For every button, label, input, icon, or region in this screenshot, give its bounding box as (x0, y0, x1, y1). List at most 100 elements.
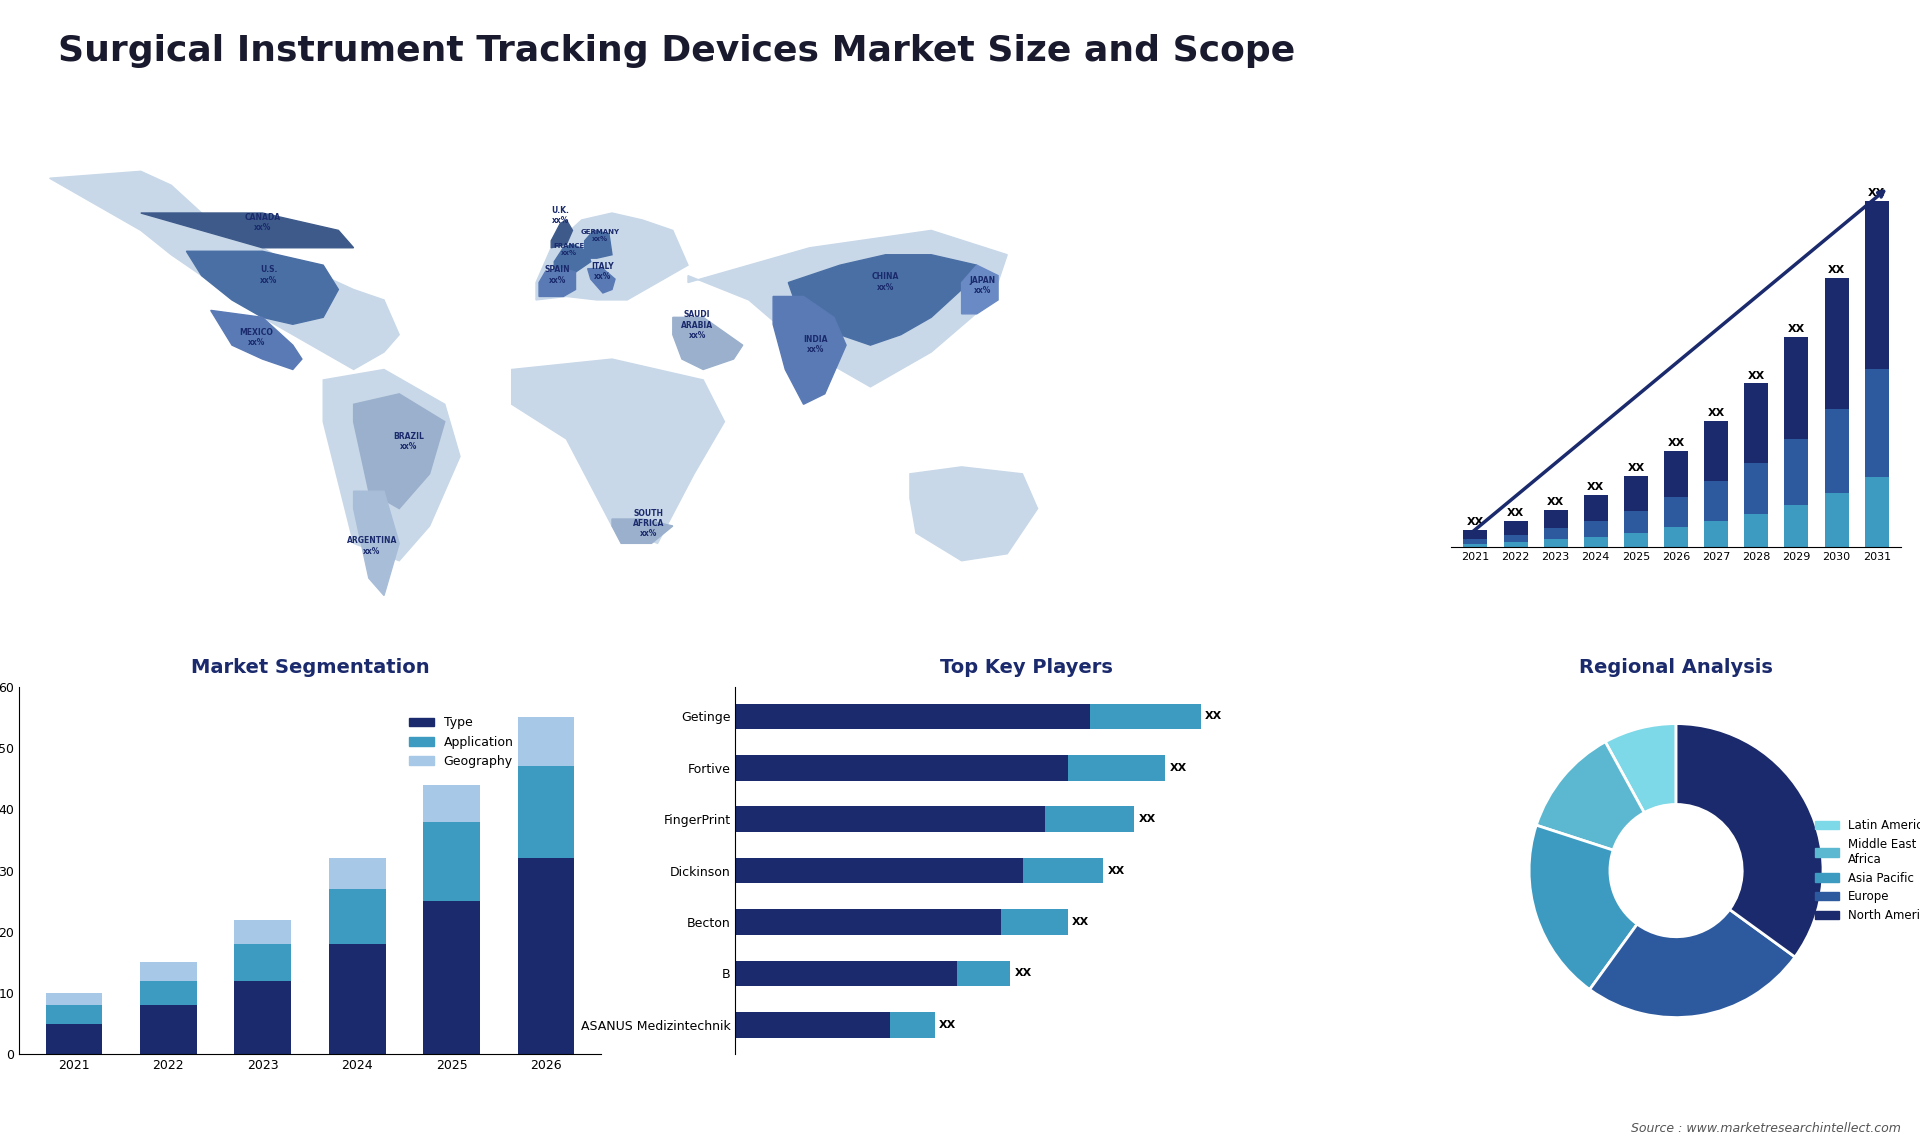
Polygon shape (50, 171, 399, 369)
Bar (422, 901, 480, 1054)
Bar (1743, 515, 1768, 547)
Title: Top Key Players: Top Key Players (939, 658, 1112, 677)
Bar (1665, 450, 1688, 497)
Text: SAUDI
ARABIA
xx%: SAUDI ARABIA xx% (682, 311, 712, 340)
Text: XX: XX (1707, 408, 1724, 418)
Polygon shape (687, 230, 1008, 387)
Text: BRAZIL
xx%: BRAZIL xx% (394, 432, 424, 452)
Text: INDIA
xx%: INDIA xx% (803, 335, 828, 354)
Wedge shape (1605, 723, 1676, 813)
Bar (735, 807, 1046, 832)
Bar (1068, 755, 1165, 780)
Bar (1784, 505, 1809, 547)
Bar (1046, 807, 1135, 832)
Legend: Type, Application, Geography: Type, Application, Geography (403, 712, 518, 774)
Text: XX: XX (1014, 968, 1031, 979)
Polygon shape (511, 359, 724, 543)
Text: XX: XX (1108, 865, 1125, 876)
Bar (234, 981, 292, 1054)
Wedge shape (1528, 825, 1638, 989)
Bar (518, 717, 574, 767)
Polygon shape (672, 317, 743, 369)
Text: SOUTH
AFRICA
xx%: SOUTH AFRICA xx% (634, 509, 664, 539)
Text: XX: XX (1467, 517, 1484, 527)
Bar (735, 909, 1000, 935)
Bar (1503, 542, 1528, 547)
Text: SPAIN
xx%: SPAIN xx% (545, 265, 570, 284)
Text: XX: XX (1507, 508, 1524, 518)
Bar (518, 767, 574, 858)
Bar (1544, 510, 1569, 528)
Text: XX: XX (1071, 917, 1089, 927)
Bar (422, 785, 480, 822)
Bar (735, 1012, 891, 1037)
Bar (328, 944, 386, 1054)
Bar (1463, 531, 1488, 540)
Bar (140, 1005, 196, 1054)
Bar (1463, 540, 1488, 544)
Polygon shape (555, 244, 591, 272)
Bar (1463, 544, 1488, 547)
Polygon shape (323, 369, 461, 560)
Polygon shape (536, 213, 687, 300)
Bar (1864, 201, 1889, 369)
Bar (422, 822, 480, 901)
Bar (735, 857, 1023, 884)
Text: CANADA
xx%: CANADA xx% (244, 213, 280, 233)
Bar (1824, 409, 1849, 493)
Bar (1584, 536, 1607, 547)
Polygon shape (186, 251, 338, 324)
Polygon shape (962, 265, 998, 314)
Text: U.S.
xx%: U.S. xx% (259, 265, 276, 284)
Text: ITALY
xx%: ITALY xx% (591, 261, 614, 281)
Text: XX: XX (1139, 814, 1156, 824)
Polygon shape (774, 297, 847, 405)
Text: XX: XX (1747, 370, 1764, 380)
Bar (328, 858, 386, 889)
Bar (1023, 857, 1104, 884)
Text: XX: XX (1788, 324, 1805, 333)
Title: Market Segmentation: Market Segmentation (190, 658, 430, 677)
Text: XX: XX (1206, 712, 1223, 722)
Text: U.K.
xx%: U.K. xx% (551, 206, 568, 226)
Bar (518, 858, 574, 1054)
Text: MEXICO
xx%: MEXICO xx% (240, 328, 273, 347)
Bar (1624, 476, 1647, 511)
Bar (140, 981, 196, 1005)
Bar (1665, 527, 1688, 547)
Bar (735, 755, 1068, 780)
Text: XX: XX (1588, 481, 1605, 492)
Bar (891, 1012, 935, 1037)
Bar (1544, 540, 1569, 547)
Bar (1624, 533, 1647, 547)
Bar (735, 960, 956, 987)
Bar (1824, 493, 1849, 547)
Text: XX: XX (1628, 463, 1645, 473)
Title: Regional Analysis: Regional Analysis (1578, 658, 1772, 677)
Bar (1705, 520, 1728, 547)
Bar (1784, 439, 1809, 505)
Bar (140, 963, 196, 981)
Text: CHINA
xx%: CHINA xx% (872, 272, 899, 291)
Bar (1584, 520, 1607, 536)
Text: XX: XX (1667, 438, 1684, 448)
Bar (956, 960, 1010, 987)
Bar (1705, 421, 1728, 481)
Bar (1705, 481, 1728, 520)
Text: FRANCE
xx%: FRANCE xx% (553, 243, 586, 256)
Bar (1743, 383, 1768, 463)
Polygon shape (789, 254, 977, 345)
Text: XX: XX (1169, 763, 1187, 772)
Polygon shape (551, 220, 572, 248)
Bar (46, 1023, 102, 1054)
Bar (234, 944, 292, 981)
Polygon shape (540, 268, 576, 297)
Legend: Latin America, Middle East &
Africa, Asia Pacific, Europe, North America: Latin America, Middle East & Africa, Asi… (1811, 814, 1920, 927)
Polygon shape (612, 519, 672, 543)
Polygon shape (584, 230, 612, 258)
Polygon shape (588, 268, 614, 293)
Bar (46, 994, 102, 1005)
Bar (1784, 337, 1809, 439)
Text: XX: XX (939, 1020, 956, 1030)
Bar (46, 1005, 102, 1023)
